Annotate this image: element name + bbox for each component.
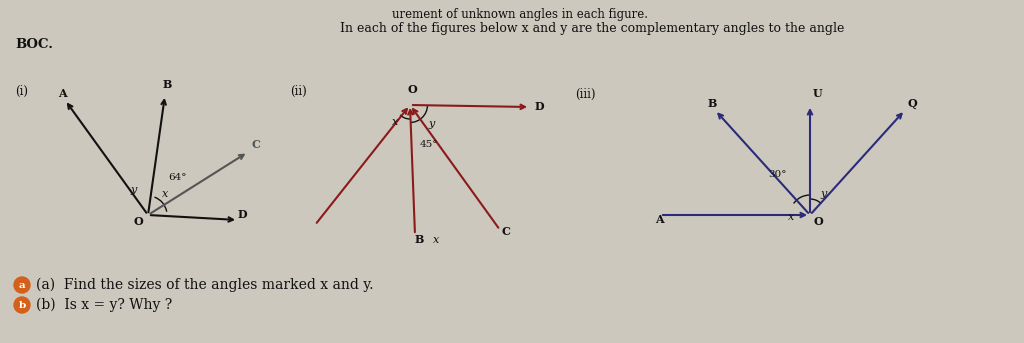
Text: x: x	[162, 189, 168, 199]
Text: a: a	[18, 281, 26, 289]
Text: In each of the figures below x and y are the complementary angles to the angle: In each of the figures below x and y are…	[340, 22, 845, 35]
Text: y: y	[130, 185, 136, 195]
Text: D: D	[238, 209, 248, 220]
Text: A: A	[58, 88, 67, 99]
Text: B: B	[708, 98, 718, 109]
Text: b: b	[18, 300, 26, 309]
Text: x: x	[392, 117, 398, 127]
Text: urement of unknown angles in each figure.: urement of unknown angles in each figure…	[392, 8, 648, 21]
Text: (ii): (ii)	[290, 85, 307, 98]
Text: 64°: 64°	[168, 173, 186, 182]
Text: y: y	[820, 189, 826, 199]
Text: BOC.: BOC.	[15, 38, 53, 51]
Circle shape	[14, 297, 30, 313]
Text: 45°: 45°	[420, 140, 438, 149]
Text: x: x	[788, 212, 795, 222]
Text: (a)  Find the sizes of the angles marked x and y.: (a) Find the sizes of the angles marked …	[36, 278, 374, 292]
Text: y: y	[428, 119, 434, 129]
Text: B: B	[163, 79, 172, 90]
Text: (i): (i)	[15, 85, 28, 98]
Text: O: O	[134, 216, 143, 227]
Text: 30°: 30°	[768, 170, 786, 179]
Text: C: C	[252, 139, 261, 150]
Text: A: A	[655, 214, 664, 225]
Text: Q: Q	[908, 98, 918, 109]
Text: U: U	[813, 88, 822, 99]
Text: (iii): (iii)	[575, 88, 596, 101]
Text: (b)  Is x = y? Why ?: (b) Is x = y? Why ?	[36, 298, 172, 312]
Text: O: O	[407, 84, 417, 95]
Text: O: O	[814, 216, 823, 227]
Circle shape	[14, 277, 30, 293]
Text: x: x	[433, 235, 439, 245]
Text: C: C	[502, 226, 511, 237]
Text: D: D	[535, 101, 545, 112]
Text: B: B	[415, 234, 424, 245]
